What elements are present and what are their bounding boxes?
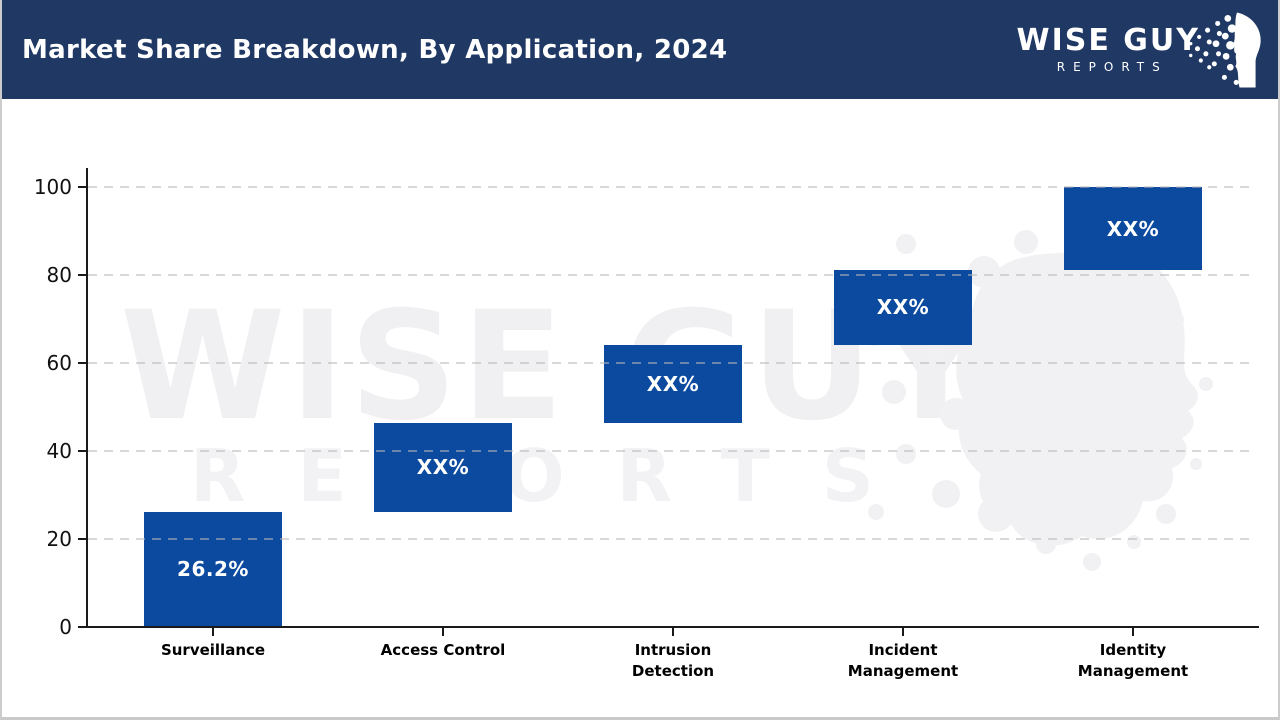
- x-axis-tick: [672, 628, 674, 636]
- bar-value-label: XX%: [646, 371, 700, 396]
- y-axis-tick-label: 60: [46, 351, 72, 375]
- bar-intrusion-detection: XX%: [604, 344, 742, 424]
- x-axis-category-label: Surveillance: [160, 641, 266, 659]
- y-axis-line: [86, 168, 88, 628]
- y-axis-tick: [78, 362, 86, 364]
- logo-wordmark-sub: REPORTS: [1056, 59, 1168, 74]
- x-axis-category-label: Identity Management: [1077, 641, 1189, 680]
- chart-title: Market Share Breakdown, By Application, …: [22, 34, 728, 65]
- watermark-wordmark-sub: REPORTS: [190, 434, 926, 518]
- x-axis-category-label: Intrusion Detection: [631, 641, 715, 680]
- y-axis-tick-label: 80: [46, 263, 72, 287]
- x-axis-line: [86, 626, 1259, 628]
- y-axis-tick-label: 0: [59, 615, 72, 639]
- bar-surveillance: 26.2%: [144, 511, 282, 627]
- y-axis-tick: [78, 626, 86, 628]
- wise-guy-logo: WISE GUY REPORTS: [1016, 7, 1264, 93]
- y-axis-tick: [78, 538, 86, 540]
- bar-value-label: XX%: [416, 455, 470, 480]
- gridline-60: [88, 362, 1255, 364]
- bar-incident-management: XX%: [834, 270, 972, 345]
- logo-wordmark: WISE GUY REPORTS: [1016, 22, 1200, 74]
- y-axis-tick: [78, 450, 86, 452]
- gridline-100: [88, 186, 1255, 188]
- gridline-80: [88, 274, 1255, 276]
- x-axis-tick: [902, 628, 904, 636]
- bar-value-label: 26.2%: [177, 557, 249, 582]
- bar-value-label: XX%: [1106, 216, 1160, 241]
- gridline-40: [88, 450, 1255, 452]
- y-axis-tick: [78, 274, 86, 276]
- bar-value-label: XX%: [876, 295, 930, 320]
- y-axis-tick-label: 40: [46, 439, 72, 463]
- y-axis-tick-label: 20: [46, 527, 72, 551]
- logo-face-icon: [1189, 12, 1261, 87]
- gridline-20: [88, 538, 1255, 540]
- logo-wordmark-main: WISE GUY: [1016, 22, 1200, 58]
- x-axis-tick: [442, 628, 444, 636]
- bar-access-control: XX%: [374, 423, 512, 512]
- header-bar: Market Share Breakdown, By Application, …: [2, 0, 1278, 99]
- x-axis-category-label: Incident Management: [847, 641, 959, 680]
- x-axis-tick: [212, 628, 214, 636]
- x-axis-tick: [1132, 628, 1134, 636]
- bar-identity-management: XX%: [1064, 187, 1202, 271]
- x-axis-category-label: Access Control: [380, 641, 506, 659]
- y-axis-tick-label: 100: [33, 175, 72, 199]
- y-axis-tick: [78, 186, 86, 188]
